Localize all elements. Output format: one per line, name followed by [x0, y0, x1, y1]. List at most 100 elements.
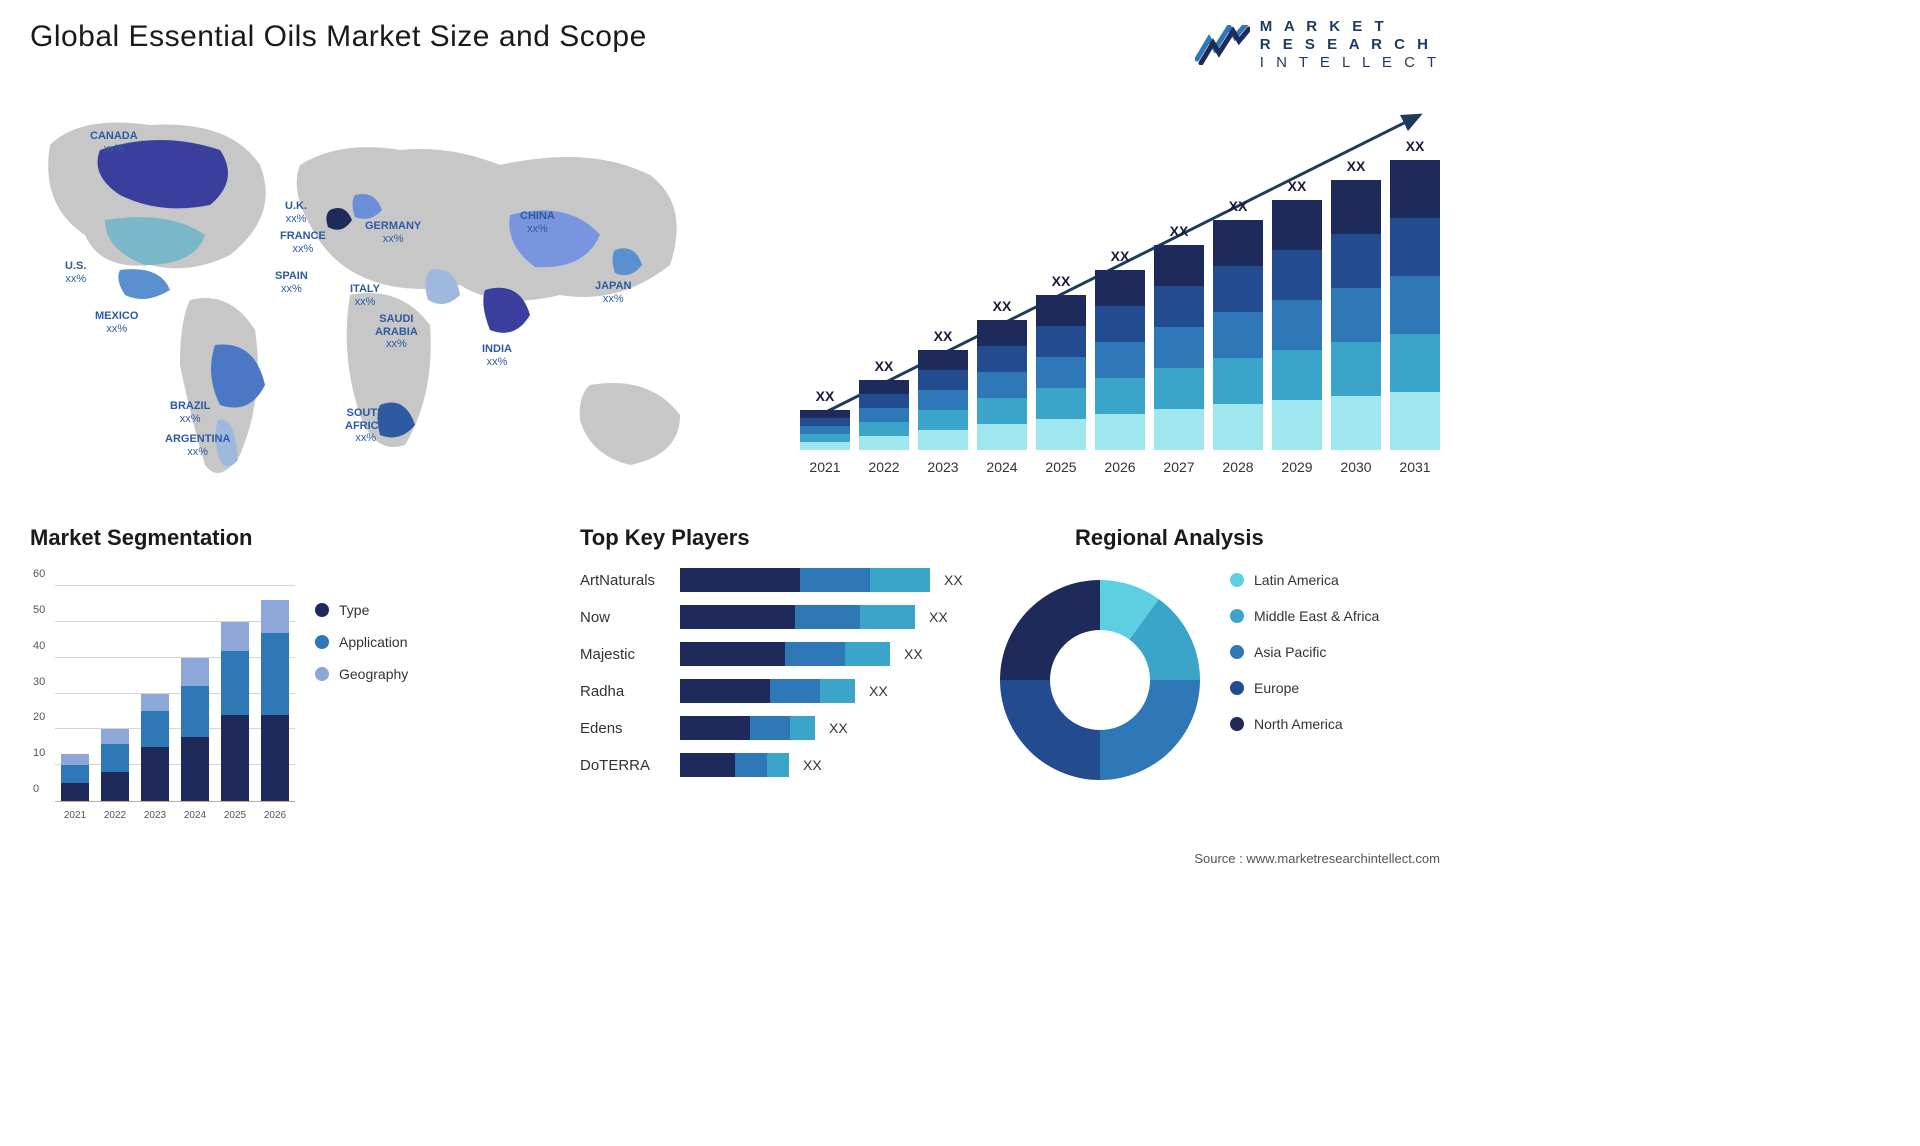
logo-text: M A R K E T R E S E A R C H I N T E L L …	[1260, 18, 1440, 72]
growth-xlabel: 2023	[918, 459, 968, 475]
growth-bar-2022: XX	[859, 380, 909, 450]
map-label-argentina: ARGENTINAxx%	[165, 433, 230, 458]
growth-bar-value: XX	[1272, 178, 1322, 194]
seg-bar-2024	[181, 658, 209, 801]
key-players-title: Top Key Players	[580, 525, 750, 551]
player-label: Radha	[580, 683, 680, 700]
segmentation-chart: 0102030405060 202120222023202420252026 T…	[30, 567, 430, 827]
growth-xlabel: 2027	[1154, 459, 1204, 475]
logo-mark-icon	[1195, 25, 1250, 65]
player-row-now: Now XX	[580, 604, 980, 630]
donut-chart	[990, 570, 1210, 790]
seg-ytick: 0	[33, 783, 39, 795]
map-label-india: INDIAxx%	[482, 343, 512, 368]
growth-bar-2028: XX	[1213, 220, 1263, 450]
growth-bar-value: XX	[918, 328, 968, 344]
source-attribution: Source : www.marketresearchintellect.com	[1194, 851, 1440, 866]
donut-slice-europe	[1000, 680, 1100, 780]
growth-xlabel: 2030	[1331, 459, 1381, 475]
map-label-china: CHINAxx%	[520, 210, 555, 235]
seg-ytick: 10	[33, 747, 45, 759]
map-label-japan: JAPANxx%	[595, 280, 631, 305]
map-label-canada: CANADAxx%	[90, 130, 138, 155]
seg-bar-2021	[61, 754, 89, 801]
seg-xlabel: 2023	[141, 810, 169, 821]
growth-bar-value: XX	[1154, 223, 1204, 239]
player-value: XX	[829, 720, 848, 736]
logo-line2: R E S E A R C H	[1260, 36, 1440, 54]
seg-bar-2026	[261, 600, 289, 801]
player-value: XX	[929, 609, 948, 625]
growth-bar-value: XX	[1036, 273, 1086, 289]
seg-legend-item: Type	[315, 602, 408, 618]
regional-legend-item: North America	[1230, 716, 1379, 732]
regional-legend-item: Asia Pacific	[1230, 644, 1379, 660]
player-value: XX	[803, 757, 822, 773]
seg-ytick: 50	[33, 604, 45, 616]
segmentation-title: Market Segmentation	[30, 525, 253, 551]
seg-bar-2022	[101, 729, 129, 801]
growth-bar-2027: XX	[1154, 245, 1204, 450]
growth-bar-2026: XX	[1095, 270, 1145, 450]
player-value: XX	[904, 646, 923, 662]
growth-bar-value: XX	[1213, 198, 1263, 214]
player-bar	[680, 679, 855, 703]
seg-ytick: 30	[33, 676, 45, 688]
seg-bar-2025	[221, 622, 249, 801]
map-label-u-s-: U.S.xx%	[65, 260, 86, 285]
player-row-doterra: DoTERRAXX	[580, 752, 980, 778]
seg-xlabel: 2021	[61, 810, 89, 821]
growth-bar-2023: XX	[918, 350, 968, 450]
seg-ytick: 40	[33, 640, 45, 652]
player-bar	[680, 716, 815, 740]
player-bar	[680, 568, 930, 592]
regional-title: Regional Analysis	[1075, 525, 1264, 551]
logo-line3: I N T E L L E C T	[1260, 54, 1440, 72]
seg-legend-item: Geography	[315, 666, 408, 682]
growth-bar-2024: XX	[977, 320, 1027, 450]
growth-xlabel: 2022	[859, 459, 909, 475]
regional-donut-block: Latin America Middle East & Africa Asia Pa…	[990, 560, 1440, 840]
growth-bar-value: XX	[977, 298, 1027, 314]
growth-bar-2030: XX	[1331, 180, 1381, 450]
map-label-south-africa: SOUTHAFRICAxx%	[345, 407, 387, 445]
segmentation-legend: TypeApplicationGeography	[315, 602, 408, 682]
map-label-u-k-: U.K.xx%	[285, 200, 307, 225]
map-label-spain: SPAINxx%	[275, 270, 308, 295]
player-label: Majestic	[580, 646, 680, 663]
player-bar	[680, 605, 915, 629]
growth-xlabel: 2021	[800, 459, 850, 475]
player-row-radha: Radha XX	[580, 678, 980, 704]
map-label-france: FRANCExx%	[280, 230, 326, 255]
page-title: Global Essential Oils Market Size and Sc…	[30, 20, 647, 54]
growth-xlabel: 2031	[1390, 459, 1440, 475]
growth-xlabel: 2029	[1272, 459, 1322, 475]
seg-xlabel: 2025	[221, 810, 249, 821]
map-label-germany: GERMANYxx%	[365, 220, 421, 245]
logo: M A R K E T R E S E A R C H I N T E L L …	[1195, 18, 1440, 72]
map-label-brazil: BRAZILxx%	[170, 400, 210, 425]
regional-legend-item: Latin America	[1230, 572, 1379, 588]
growth-xlabel: 2028	[1213, 459, 1263, 475]
growth-bar-value: XX	[1390, 138, 1440, 154]
growth-xlabel: 2025	[1036, 459, 1086, 475]
player-row-artnaturals: ArtNaturalsXX	[580, 567, 980, 593]
growth-bar-2025: XX	[1036, 295, 1086, 450]
player-label: Now	[580, 609, 680, 626]
world-map-region: CANADAxx% U.S.xx% MEXICOxx% BRAZILxx% ARGENT…	[30, 95, 710, 495]
growth-bar-2031: XX	[1390, 160, 1440, 450]
regional-legend-item: Middle East & Africa	[1230, 608, 1379, 624]
seg-xlabel: 2024	[181, 810, 209, 821]
player-value: XX	[944, 572, 963, 588]
growth-bar-2029: XX	[1272, 200, 1322, 450]
player-bar	[680, 642, 890, 666]
player-value: XX	[869, 683, 888, 699]
player-row-edens: EdensXX	[580, 715, 980, 741]
growth-xlabel: 2024	[977, 459, 1027, 475]
map-label-mexico: MEXICOxx%	[95, 310, 138, 335]
growth-bar-2021: XX	[800, 410, 850, 450]
regional-legend-item: Europe	[1230, 680, 1379, 696]
donut-slice-asia-pacific	[1100, 680, 1200, 780]
regional-legend: Latin America Middle East & Africa Asia Pa…	[1230, 572, 1379, 732]
growth-chart: XXXXXXXXXXXXXXXXXXXXXX 20212022202320242…	[800, 95, 1440, 475]
